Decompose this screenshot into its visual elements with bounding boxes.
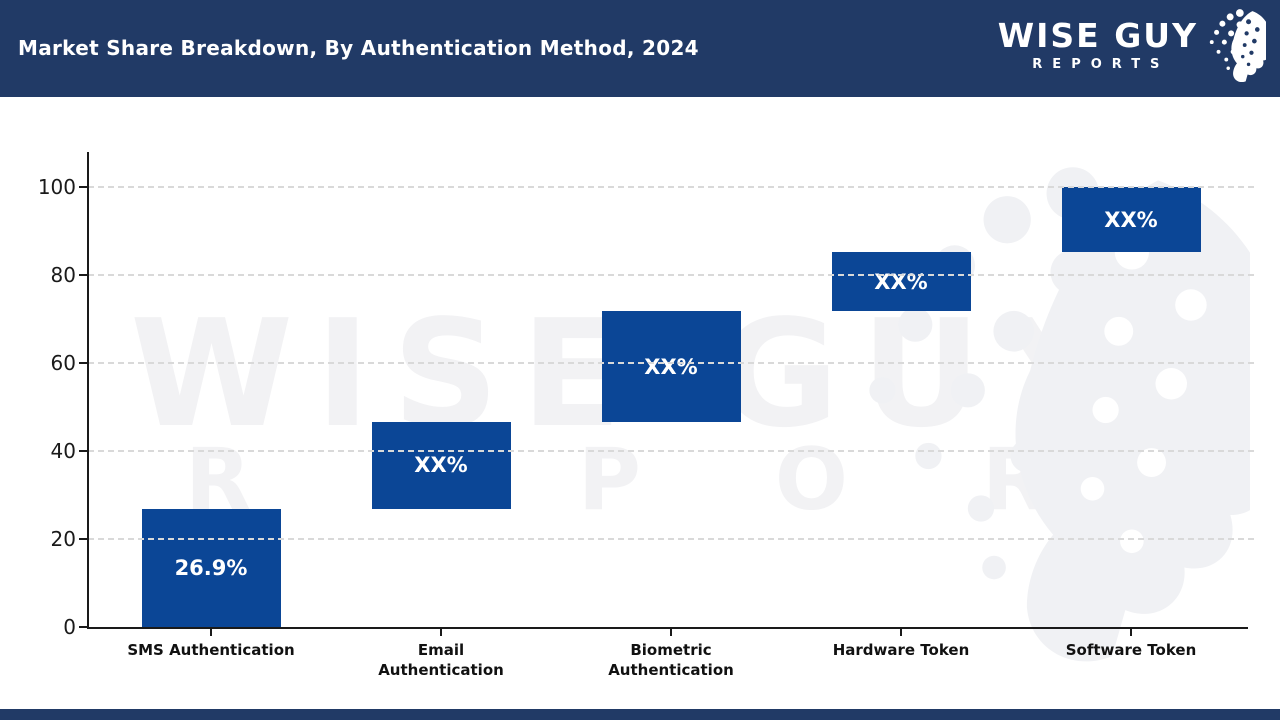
x-axis-spine (87, 627, 1248, 629)
y-tick-mark-icon (79, 362, 87, 364)
bar-value-label: 26.9% (174, 555, 248, 580)
category-label: Email Authentication (378, 641, 504, 680)
footer-band (0, 709, 1280, 720)
bar-segment: XX% (831, 252, 971, 312)
bar-value-label: XX% (644, 354, 698, 379)
category-label: Software Token (1065, 641, 1197, 659)
gridline (88, 362, 1254, 364)
page-title: Market Share Breakdown, By Authenticatio… (18, 36, 699, 60)
gridline (88, 450, 1254, 452)
bar-segment: XX% (601, 311, 741, 422)
logo-subtitle: REPORTS (1032, 56, 1170, 72)
category-label: Biometric Authentication (608, 641, 734, 680)
y-tick-mark-icon (79, 274, 87, 276)
category-label: SMS Authentication (127, 641, 295, 659)
x-tick-mark-icon (440, 629, 442, 636)
y-tick-mark-icon (79, 538, 87, 540)
gridline (88, 538, 1254, 540)
y-axis-spine (87, 152, 89, 629)
gridline (88, 186, 1254, 188)
y-tick-mark-icon (79, 626, 87, 628)
x-tick-mark-icon (900, 629, 902, 636)
y-tick-label: 100 (37, 175, 76, 199)
bar-segment: XX% (371, 421, 511, 509)
y-tick-label: 20 (50, 527, 76, 551)
bar-value-label: XX% (414, 453, 468, 478)
wiseguy-logo-text: WISE GUY REPORTS (997, 16, 1198, 72)
y-tick-label: 40 (50, 439, 76, 463)
x-tick-mark-icon (210, 629, 212, 636)
bar-segment: 26.9% (141, 508, 281, 627)
category-label: Hardware Token (832, 641, 970, 659)
bar-value-label: XX% (874, 269, 928, 294)
gridline (88, 274, 1254, 276)
y-tick-mark-icon (79, 450, 87, 452)
y-tick-label: 60 (50, 351, 76, 375)
header: Market Share Breakdown, By Authenticatio… (0, 0, 1280, 97)
logo-wordmark: WISE GUY (997, 16, 1198, 56)
bar-value-label: XX% (1104, 207, 1158, 232)
x-tick-mark-icon (1130, 629, 1132, 636)
y-tick-mark-icon (79, 186, 87, 188)
y-tick-label: 0 (63, 615, 76, 639)
logo-face-icon (1209, 9, 1266, 82)
bar-segment: XX% (1061, 187, 1201, 253)
y-tick-label: 80 (50, 263, 76, 287)
wiseguy-logo: WISE GUY REPORTS (998, 8, 1266, 82)
x-tick-mark-icon (670, 629, 672, 636)
